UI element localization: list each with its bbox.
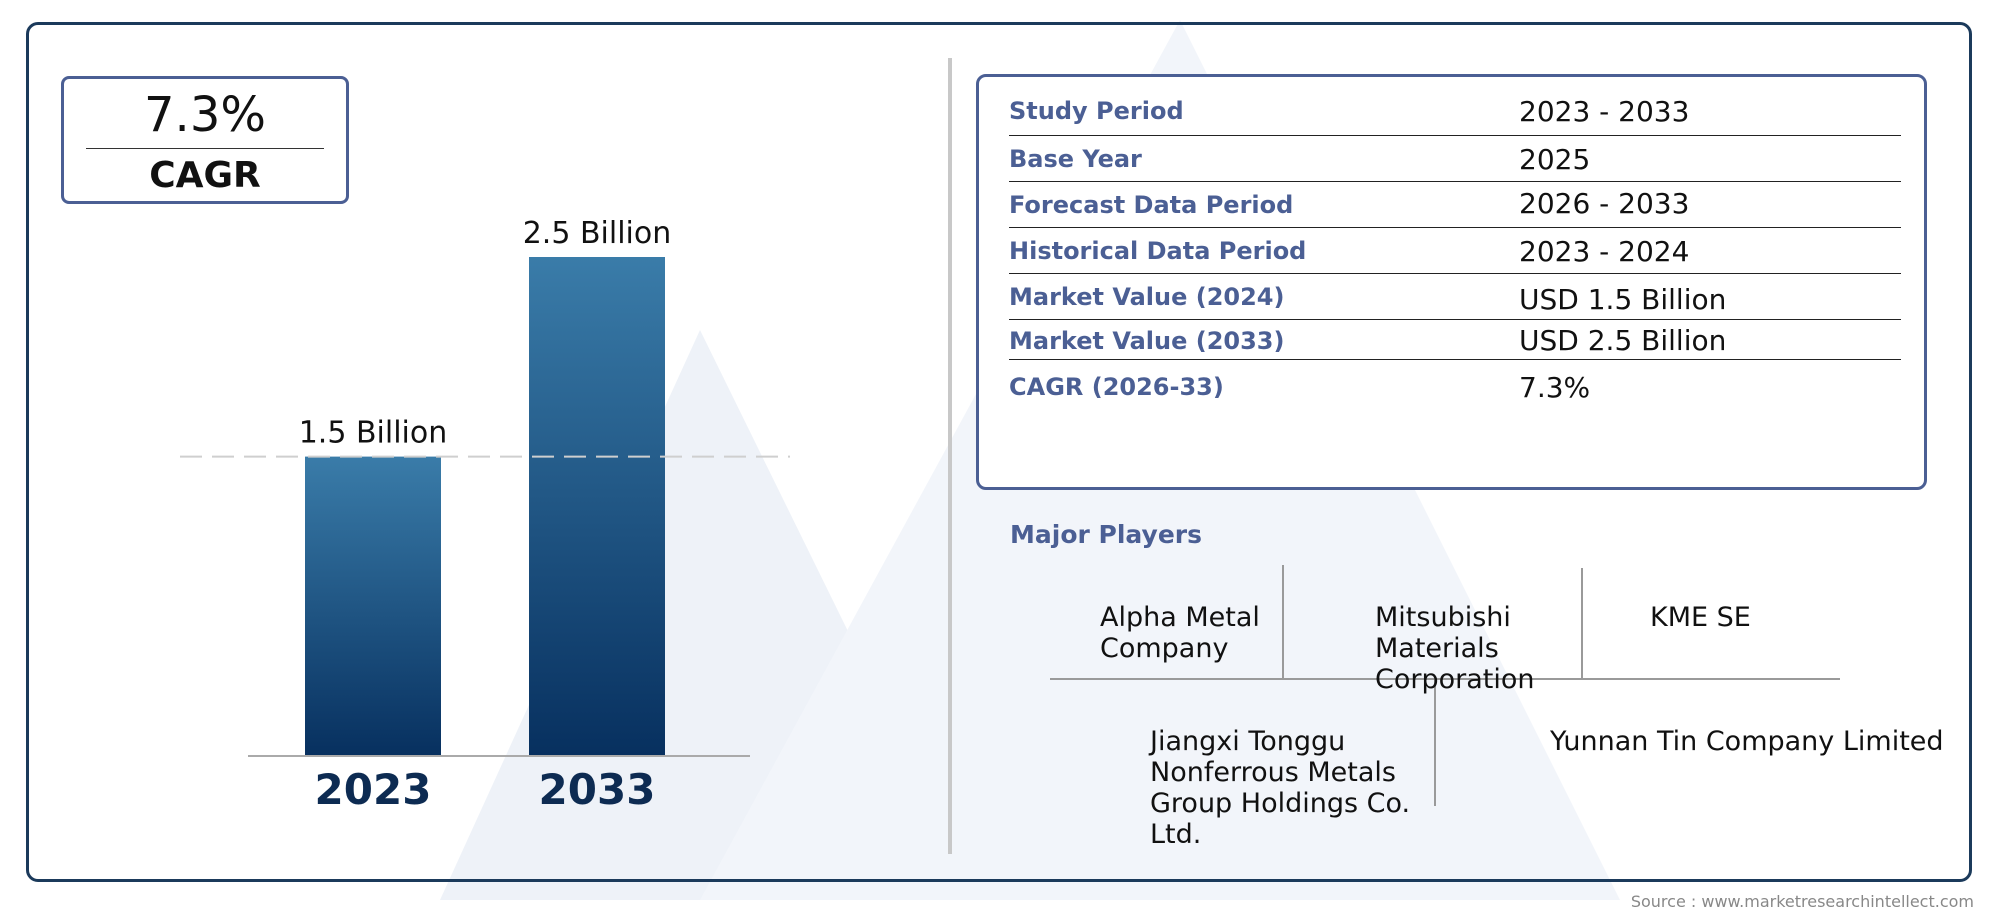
summary-value: 7.3% — [1519, 371, 1591, 404]
category-label: 2023 — [315, 765, 432, 814]
source-note: Source : www.marketresearchintellect.com — [1630, 892, 1974, 911]
summary-row-forecast-period: Forecast Data Period 2026 - 2033 — [1009, 181, 1901, 228]
cagr-badge: 7.3% CAGR — [61, 76, 349, 204]
bars-layer — [305, 257, 665, 756]
summary-label: Historical Data Period — [1009, 237, 1307, 265]
player-divider-v1 — [1282, 565, 1284, 678]
player-name: KME SE — [1650, 602, 1751, 633]
bar-value-label: 1.5 Billion — [299, 416, 448, 451]
summary-label: Forecast Data Period — [1009, 191, 1294, 219]
player-divider-v2 — [1581, 568, 1583, 678]
summary-value: 2025 — [1519, 143, 1591, 176]
labels-layer: 1.5 Billion 2023 2.5 Billion 2033 — [299, 216, 672, 814]
summary-row-base-year: Base Year 2025 — [1009, 135, 1901, 182]
summary-row-historical-period: Historical Data Period 2023 - 2024 — [1009, 227, 1901, 274]
player-name: Jiangxi Tonggu Nonferrous Metals Group H… — [1150, 726, 1411, 850]
major-players-title: Major Players — [1010, 520, 1202, 549]
summary-value: 2023 - 2033 — [1519, 95, 1690, 128]
category-label: 2033 — [539, 765, 656, 814]
cagr-label: CAGR — [149, 155, 261, 196]
player-divider-v3 — [1434, 680, 1436, 806]
bar-2033 — [529, 257, 665, 756]
summary-label: Market Value (2033) — [1009, 327, 1285, 355]
summary-label: CAGR (2026-33) — [1009, 373, 1224, 401]
summary-row-market-value-2024: Market Value (2024) USD 1.5 Billion — [1009, 273, 1901, 320]
vertical-divider — [948, 58, 952, 854]
summary-table: Study Period 2023 - 2033 Base Year 2025 … — [976, 74, 1927, 490]
summary-row-study-period: Study Period 2023 - 2033 — [1009, 89, 1901, 136]
summary-label: Base Year — [1009, 145, 1142, 173]
summary-label: Study Period — [1009, 97, 1184, 125]
player-name: Alpha Metal Company — [1100, 602, 1260, 664]
summary-row-market-value-2033: Market Value (2033) USD 2.5 Billion — [1009, 319, 1901, 360]
summary-row-cagr: CAGR (2026-33) 7.3% — [1009, 359, 1901, 411]
bar-value-label: 2.5 Billion — [523, 216, 672, 251]
cagr-divider — [86, 148, 324, 149]
outer-frame — [26, 22, 1972, 882]
player-divider-h — [1050, 678, 1840, 680]
summary-value: 2023 - 2024 — [1519, 235, 1690, 268]
summary-value: USD 1.5 Billion — [1519, 283, 1727, 316]
summary-value: 2026 - 2033 — [1519, 187, 1690, 220]
bar-2023 — [305, 456, 441, 756]
summary-label: Market Value (2024) — [1009, 283, 1285, 311]
player-name: Mitsubishi Materials Corporation — [1375, 602, 1535, 695]
bar-chart: 1.5 Billion 2023 2.5 Billion 2033 — [180, 216, 790, 814]
player-name: Yunnan Tin Company Limited — [1550, 726, 1944, 757]
cagr-value: 7.3% — [144, 87, 266, 143]
summary-value: USD 2.5 Billion — [1519, 324, 1727, 357]
